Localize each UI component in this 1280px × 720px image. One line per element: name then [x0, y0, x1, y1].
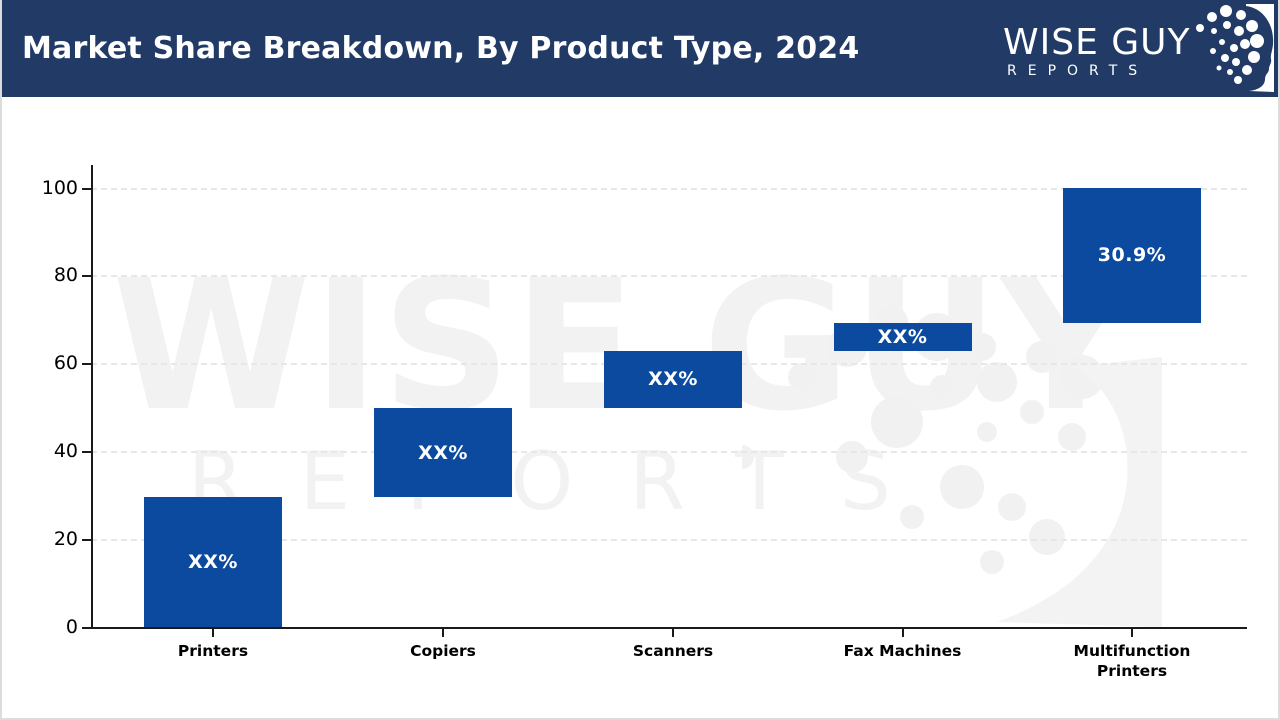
y-tick-label-100: 100 — [41, 176, 78, 199]
gridline-y40 — [91, 451, 1247, 454]
y-tick-mark-100 — [82, 187, 91, 190]
x-axis-line — [91, 627, 1247, 629]
bar-value-label: XX% — [648, 368, 698, 391]
bar-value-label: 30.9% — [1097, 244, 1167, 267]
y-tick-label-40: 40 — [53, 440, 78, 463]
y-tick-mark-40 — [82, 451, 91, 454]
category-label-printers: Printers — [177, 642, 249, 660]
category-label-scanners: Scanners — [632, 642, 714, 660]
header-band: Market Share Breakdown, By Product Type,… — [2, 0, 1278, 97]
y-tick-label-60: 60 — [53, 352, 78, 375]
bar-fax-machines: XX% — [833, 323, 972, 351]
gridline-y80 — [91, 275, 1247, 278]
category-label-copiers: Copiers — [410, 642, 476, 660]
bar-printers: XX% — [144, 497, 282, 627]
gridline-y100 — [91, 187, 1247, 190]
category-label-fax-machines: Fax Machines — [843, 642, 962, 660]
bar-scanners: XX% — [604, 350, 742, 408]
y-tick-label-80: 80 — [53, 264, 78, 287]
y-tick-mark-20 — [82, 539, 91, 542]
bar-copiers: XX% — [374, 407, 512, 498]
bar-multifunction-printers: 30.9% — [1063, 187, 1201, 324]
x-tick-mark — [672, 629, 674, 637]
gridline-y20 — [91, 539, 1247, 542]
bar-value-label: XX% — [188, 551, 238, 574]
x-tick-mark — [442, 629, 444, 637]
brand-sub-text: REPORTS — [1007, 63, 1149, 79]
bar-value-label: XX% — [877, 326, 928, 349]
category-label-multifunction-printers: Multifunction Printers — [1073, 642, 1191, 680]
y-tick-mark-80 — [82, 275, 91, 278]
dotted-head-logo-icon — [1196, 4, 1274, 92]
y-axis-line — [91, 165, 93, 629]
x-tick-mark — [212, 629, 214, 637]
y-tick-label-0: 0 — [65, 616, 78, 638]
y-tick-label-20: 20 — [53, 528, 78, 551]
bar-value-label: XX% — [418, 441, 468, 464]
page-title: Market Share Breakdown, By Product Type,… — [22, 31, 860, 66]
brand-name-text: WISE GUY — [1003, 22, 1191, 63]
x-tick-mark — [1131, 629, 1133, 637]
y-tick-mark-0 — [82, 627, 91, 629]
y-tick-mark-60 — [82, 363, 91, 366]
x-tick-mark — [901, 629, 904, 637]
plot-area: XX% XX% XX% XX% 30.9% — [91, 165, 1247, 627]
brand-logo: WISE GUY REPORTS — [1003, 0, 1274, 97]
